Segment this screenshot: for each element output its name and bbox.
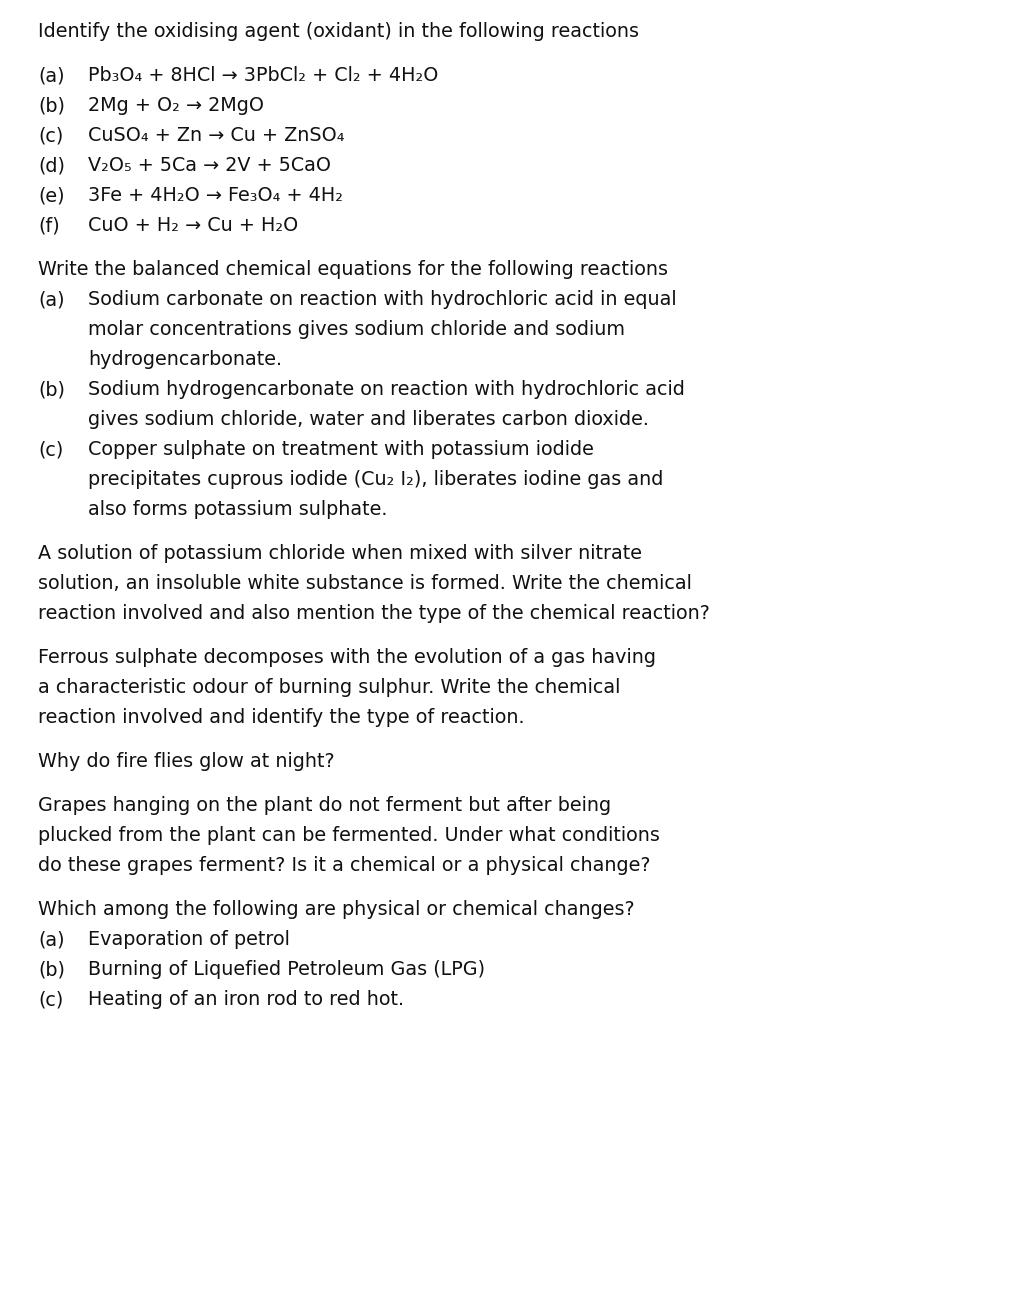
Text: Identify the oxidising agent (oxidant) in the following reactions: Identify the oxidising agent (oxidant) i…: [38, 22, 639, 42]
Text: (b): (b): [38, 96, 65, 114]
Text: (c): (c): [38, 440, 63, 459]
Text: Sodium hydrogencarbonate on reaction with hydrochloric acid: Sodium hydrogencarbonate on reaction wit…: [88, 380, 685, 399]
Text: Write the balanced chemical equations for the following reactions: Write the balanced chemical equations fo…: [38, 260, 668, 278]
Text: Sodium carbonate on reaction with hydrochloric acid in equal: Sodium carbonate on reaction with hydroc…: [88, 290, 677, 310]
Text: a characteristic odour of burning sulphur. Write the chemical: a characteristic odour of burning sulphu…: [38, 678, 621, 697]
Text: solution, an insoluble white substance is formed. Write the chemical: solution, an insoluble white substance i…: [38, 574, 692, 593]
Text: (c): (c): [38, 990, 63, 1010]
Text: (e): (e): [38, 186, 65, 206]
Text: V₂O₅ + 5Ca → 2V + 5CaO: V₂O₅ + 5Ca → 2V + 5CaO: [88, 156, 331, 176]
Text: Ferrous sulphate decomposes with the evolution of a gas having: Ferrous sulphate decomposes with the evo…: [38, 648, 656, 667]
Text: (c): (c): [38, 126, 63, 144]
Text: 2Mg + O₂ → 2MgO: 2Mg + O₂ → 2MgO: [88, 96, 264, 114]
Text: (a): (a): [38, 930, 65, 948]
Text: Why do fire flies glow at night?: Why do fire flies glow at night?: [38, 752, 335, 771]
Text: gives sodium chloride, water and liberates carbon dioxide.: gives sodium chloride, water and liberat…: [88, 410, 649, 429]
Text: hydrogencarbonate.: hydrogencarbonate.: [88, 350, 283, 369]
Text: Grapes hanging on the plant do not ferment but after being: Grapes hanging on the plant do not ferme…: [38, 796, 611, 814]
Text: Burning of Liquefied Petroleum Gas (LPG): Burning of Liquefied Petroleum Gas (LPG): [88, 960, 485, 978]
Text: reaction involved and identify the type of reaction.: reaction involved and identify the type …: [38, 708, 524, 727]
Text: (b): (b): [38, 960, 65, 978]
Text: CuO + H₂ → Cu + H₂O: CuO + H₂ → Cu + H₂O: [88, 216, 298, 235]
Text: (a): (a): [38, 290, 65, 310]
Text: also forms potassium sulphate.: also forms potassium sulphate.: [88, 500, 387, 519]
Text: do these grapes ferment? Is it a chemical or a physical change?: do these grapes ferment? Is it a chemica…: [38, 856, 650, 876]
Text: Which among the following are physical or chemical changes?: Which among the following are physical o…: [38, 900, 635, 919]
Text: (d): (d): [38, 156, 65, 176]
Text: Pb₃O₄ + 8HCl → 3PbCl₂ + Cl₂ + 4H₂O: Pb₃O₄ + 8HCl → 3PbCl₂ + Cl₂ + 4H₂O: [88, 66, 438, 85]
Text: (b): (b): [38, 380, 65, 399]
Text: reaction involved and also mention the type of the chemical reaction?: reaction involved and also mention the t…: [38, 604, 710, 623]
Text: 3Fe + 4H₂O → Fe₃O₄ + 4H₂: 3Fe + 4H₂O → Fe₃O₄ + 4H₂: [88, 186, 343, 206]
Text: plucked from the plant can be fermented. Under what conditions: plucked from the plant can be fermented.…: [38, 826, 659, 846]
Text: CuSO₄ + Zn → Cu + ZnSO₄: CuSO₄ + Zn → Cu + ZnSO₄: [88, 126, 344, 144]
Text: (a): (a): [38, 66, 65, 85]
Text: Heating of an iron rod to red hot.: Heating of an iron rod to red hot.: [88, 990, 404, 1010]
Text: Evaporation of petrol: Evaporation of petrol: [88, 930, 290, 948]
Text: Copper sulphate on treatment with potassium iodide: Copper sulphate on treatment with potass…: [88, 440, 594, 459]
Text: (f): (f): [38, 216, 59, 235]
Text: A solution of potassium chloride when mixed with silver nitrate: A solution of potassium chloride when mi…: [38, 544, 642, 563]
Text: molar concentrations gives sodium chloride and sodium: molar concentrations gives sodium chlori…: [88, 320, 625, 340]
Text: precipitates cuprous iodide (Cu₂ I₂), liberates iodine gas and: precipitates cuprous iodide (Cu₂ I₂), li…: [88, 470, 664, 489]
